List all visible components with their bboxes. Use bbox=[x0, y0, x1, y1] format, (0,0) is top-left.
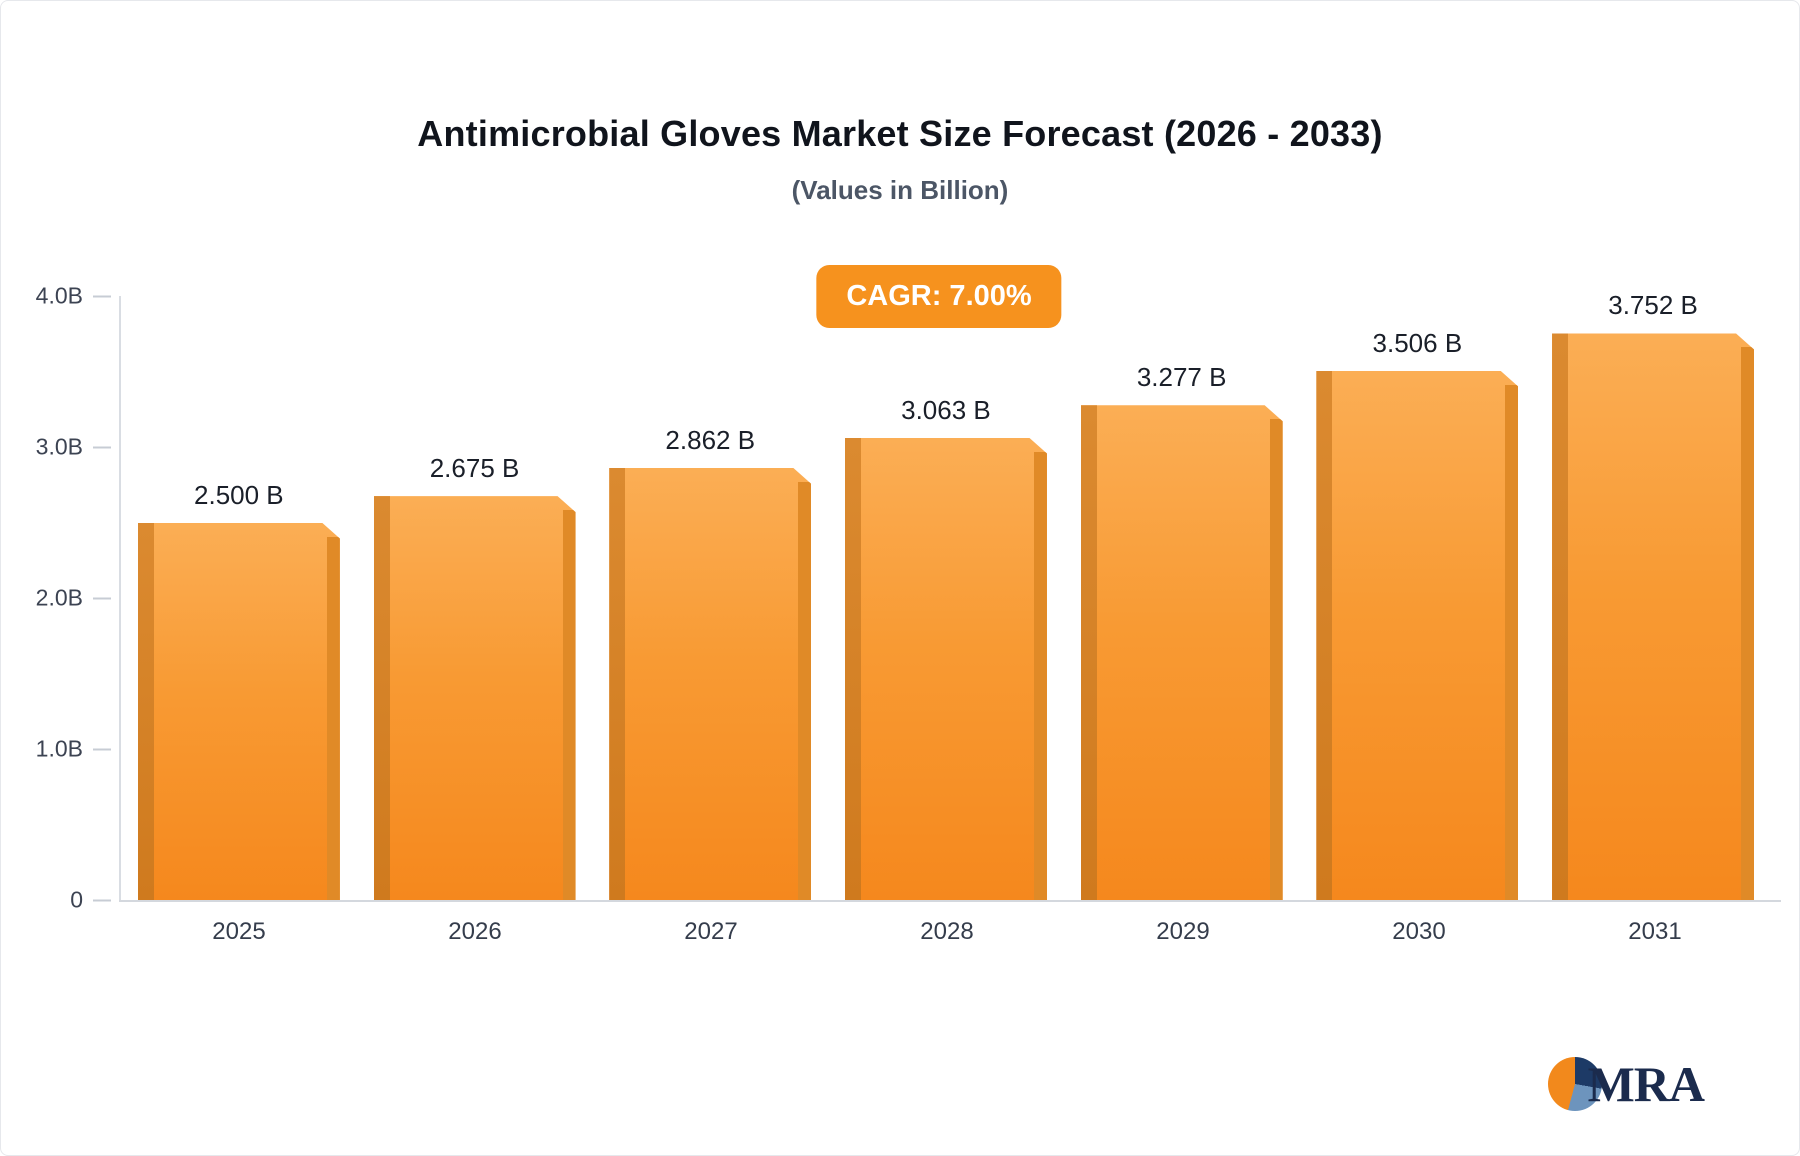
y-tick: 2.0B bbox=[36, 585, 111, 612]
mra-logo-text: MRA bbox=[1587, 1056, 1705, 1112]
bar-value-label: 3.752 B bbox=[1608, 290, 1698, 321]
x-axis-label-2031: 2031 bbox=[1628, 918, 1682, 945]
bar-value-label: 3.506 B bbox=[1372, 327, 1463, 358]
bar-2025 bbox=[138, 523, 340, 901]
bar-group-2031: 3.752 B bbox=[1552, 290, 1754, 900]
x-axis-label-2029: 2029 bbox=[1156, 918, 1210, 945]
bar-2027 bbox=[609, 468, 811, 900]
y-tick-label: 3.0B bbox=[35, 433, 83, 460]
bar-value-label: 3.277 B bbox=[1136, 362, 1227, 393]
y-tick-mark bbox=[93, 748, 111, 750]
y-tick: 0 bbox=[70, 887, 111, 914]
bar-series: 2.500 B 2.675 B 2.862 B 3.063 B 3.277 B 3.506… bbox=[121, 290, 1771, 901]
y-tick-mark bbox=[93, 597, 111, 599]
plot-area: 2.500 B 2.675 B 2.862 B 3.063 B 3.277 B 3.506… bbox=[119, 290, 1781, 902]
bar-group-2025: 2.500 B bbox=[138, 480, 340, 901]
mra-logo-pie-icon bbox=[1547, 1057, 1602, 1111]
x-axis-label-2028: 2028 bbox=[920, 918, 974, 945]
x-axis-line bbox=[119, 900, 1781, 902]
bar-value-label: 2.675 B bbox=[429, 453, 520, 484]
y-axis-ticks: 4.0B 3.0B 2.0B 1.0B 0 bbox=[1, 283, 119, 913]
x-axis-label-2027: 2027 bbox=[684, 918, 738, 945]
y-tick-mark bbox=[93, 446, 111, 448]
bar-2028 bbox=[845, 438, 1047, 901]
chart-title: Antimicrobial Gloves Market Size Forecas… bbox=[417, 113, 1383, 154]
x-axis-label-2030: 2030 bbox=[1392, 918, 1446, 945]
y-tick-mark bbox=[93, 295, 111, 297]
x-axis-label-2025: 2025 bbox=[212, 918, 266, 945]
x-axis-label-2026: 2026 bbox=[448, 918, 502, 945]
y-tick-mark bbox=[93, 899, 111, 901]
y-tick-label: 0 bbox=[70, 886, 83, 913]
bar-group-2027: 2.862 B bbox=[609, 425, 811, 900]
bar-value-label: 3.063 B bbox=[901, 394, 991, 425]
bar-group-2029: 3.277 B bbox=[1081, 362, 1283, 900]
y-tick: 1.0B bbox=[36, 736, 111, 763]
bar-2030 bbox=[1316, 371, 1518, 900]
x-axis-labels: 2025 2026 2027 2028 2029 2030 2031 bbox=[121, 918, 1773, 946]
y-tick-label: 4.0B bbox=[35, 282, 83, 309]
bar-value-label: 2.862 B bbox=[665, 424, 756, 455]
mra-logo: MRA bbox=[1547, 1055, 1705, 1113]
bar-2031 bbox=[1552, 333, 1754, 900]
cagr-badge: CAGR: 7.00% bbox=[816, 265, 1062, 328]
y-axis-line bbox=[119, 296, 121, 900]
chart-subtitle: (Values in Billion) bbox=[791, 175, 1009, 205]
y-tick-label: 1.0B bbox=[35, 735, 83, 762]
y-tick: 4.0B bbox=[36, 283, 111, 310]
bar-group-2026: 2.675 B bbox=[374, 453, 576, 900]
bar-group-2028: 3.063 B bbox=[845, 395, 1047, 901]
bar-group-2030: 3.506 B bbox=[1316, 328, 1518, 900]
y-tick-label: 2.0B bbox=[35, 584, 83, 611]
y-tick: 3.0B bbox=[36, 434, 111, 461]
bar-2026 bbox=[374, 496, 576, 900]
bar-2029 bbox=[1081, 405, 1283, 900]
bar-value-label: 2.500 B bbox=[194, 479, 284, 510]
